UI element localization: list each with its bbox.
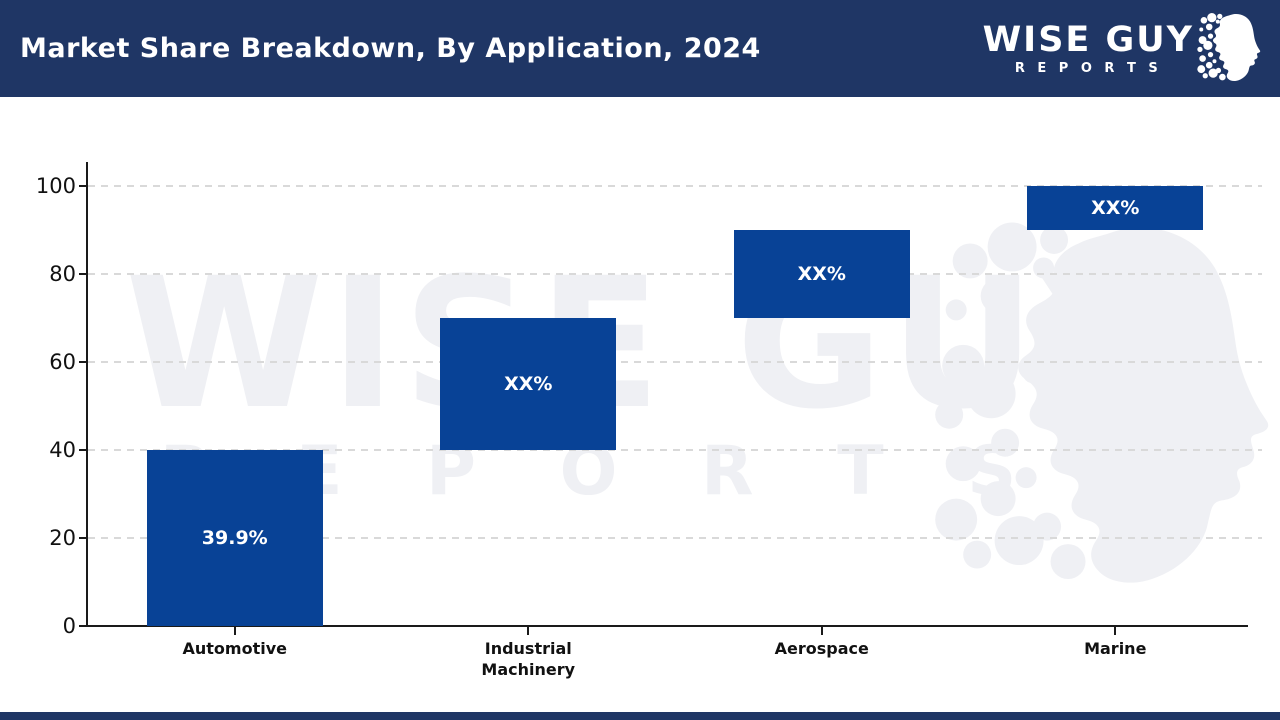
y-axis-tick-label: 60 (49, 350, 76, 374)
y-axis-tick-label: 0 (62, 614, 76, 638)
y-axis-tick-label: 100 (35, 174, 76, 198)
y-axis-line (86, 162, 88, 627)
footer-bar (0, 712, 1280, 720)
brand-logo-text: WISE GUY R E P O R T S (982, 19, 1194, 76)
y-axis-tick-mark (79, 625, 87, 627)
gridline-y40 (88, 449, 1262, 451)
y-axis-tick-mark (79, 273, 87, 275)
gridline-y20 (88, 537, 1262, 539)
bar-marine[interactable]: XX% (1027, 186, 1204, 230)
bar-value-label: XX% (504, 373, 553, 396)
bar-value-label: 39.9% (201, 527, 268, 550)
y-axis-tick-label: 20 (49, 526, 76, 550)
brand-name: WISE GUY (982, 19, 1194, 60)
gridline-y80 (88, 273, 1262, 275)
category-label: Industrial Machinery (481, 639, 576, 679)
x-axis-tick-mark (233, 627, 236, 635)
brand-subtitle: R E P O R T S (1014, 60, 1162, 76)
x-axis-tick-mark (527, 627, 530, 635)
y-axis-tick-label: 40 (49, 438, 76, 462)
watermark-face-icon (935, 222, 1269, 583)
bar-automotive[interactable]: 39.9% (146, 450, 323, 626)
x-axis-line (86, 625, 1248, 627)
bar-value-label: XX% (797, 263, 846, 285)
brand-logo: WISE GUY R E P O R T S (983, 8, 1262, 90)
y-axis-tick-mark (79, 537, 87, 539)
y-axis-tick-label: 80 (49, 262, 76, 286)
y-axis-tick-mark (79, 449, 87, 451)
y-axis-tick-mark (79, 185, 87, 187)
category-label: Aerospace (774, 639, 869, 658)
bar-industrial-machinery[interactable]: XX% (440, 318, 617, 451)
category-label: Marine (1084, 639, 1147, 658)
gridline-y60 (88, 361, 1262, 363)
y-axis-tick-mark (79, 361, 87, 363)
gridline-y100 (88, 185, 1262, 187)
brand-face-icon (1197, 13, 1261, 82)
page-title: Market Share Breakdown, By Application, … (20, 33, 761, 64)
category-label: Automotive (182, 639, 288, 658)
header-bar: Market Share Breakdown, By Application, … (0, 0, 1280, 97)
x-axis-tick-mark (1114, 627, 1117, 635)
bar-aerospace[interactable]: XX% (733, 230, 910, 318)
bar-value-label: XX% (1091, 197, 1140, 219)
x-axis-tick-mark (820, 627, 823, 635)
